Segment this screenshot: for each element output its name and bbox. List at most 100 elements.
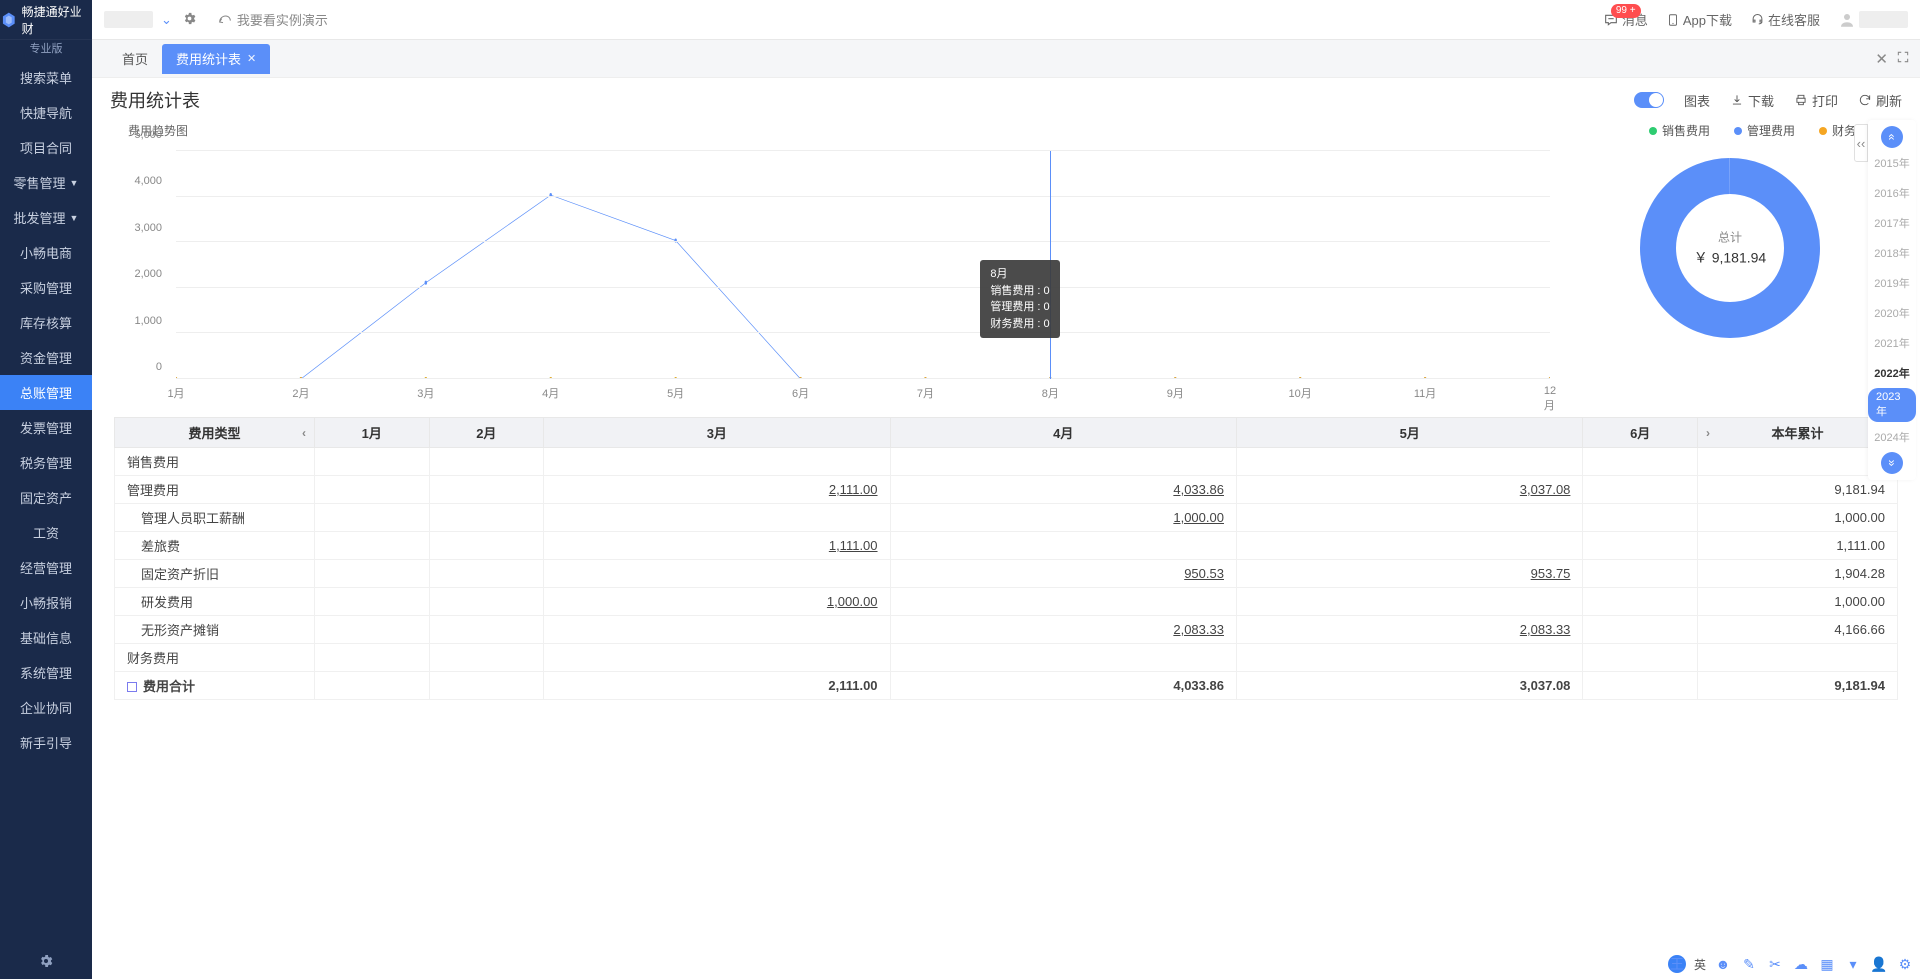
tray-edit-icon[interactable]: ✎	[1740, 955, 1758, 973]
sidebar-item[interactable]: 项目合同	[0, 130, 92, 165]
sidebar-item[interactable]: 经营管理	[0, 550, 92, 585]
table-row: 固定资产折旧950.53953.751,904.28	[115, 560, 1898, 588]
user-menu[interactable]: xx	[1838, 11, 1908, 29]
year-item[interactable]: 2018年	[1874, 238, 1909, 268]
expense-row-label: 财务费用	[115, 644, 315, 672]
year-item[interactable]: 2022年	[1874, 358, 1909, 388]
print-button[interactable]: 打印	[1794, 91, 1838, 110]
sidebar-item[interactable]: 新手引导	[0, 725, 92, 760]
expense-cell[interactable]: 2,083.33	[1236, 616, 1582, 644]
expense-row-label: 管理人员职工薪酬	[115, 504, 315, 532]
expense-cell[interactable]: 3,037.08	[1236, 476, 1582, 504]
tray-scissors-icon[interactable]: ✂	[1766, 955, 1784, 973]
sidebar-item[interactable]: 零售管理▼	[0, 165, 92, 200]
sidebar-item[interactable]: 快捷导航	[0, 95, 92, 130]
sidebar-item[interactable]: 总账管理	[0, 375, 92, 410]
sidebar-item[interactable]: 发票管理	[0, 410, 92, 445]
tab-expense-report[interactable]: 费用统计表 ✕	[162, 44, 270, 74]
sidebar-item[interactable]: 固定资产	[0, 480, 92, 515]
tray-person-icon[interactable]: 👤	[1870, 955, 1888, 973]
sidebar-item[interactable]: 企业协同	[0, 690, 92, 725]
expense-cell	[1583, 476, 1698, 504]
close-all-tabs[interactable]: ✕	[1875, 50, 1888, 68]
expense-cell	[1236, 504, 1582, 532]
sidebar-item[interactable]: 小畅电商	[0, 235, 92, 270]
expense-cell	[1698, 644, 1898, 672]
legend-item[interactable]: 销售费用	[1649, 122, 1710, 139]
tab-close-icon[interactable]: ✕	[247, 52, 256, 65]
download-button[interactable]: 下载	[1730, 91, 1774, 110]
tray-cloud-icon[interactable]: ☁	[1792, 955, 1810, 973]
expense-cell[interactable]: 4,033.86	[890, 476, 1236, 504]
expense-cell	[890, 644, 1236, 672]
year-item[interactable]: 2020年	[1874, 298, 1909, 328]
expense-cell	[429, 448, 544, 476]
table-row: 差旅费1,111.001,111.00	[115, 532, 1898, 560]
settings-icon[interactable]	[182, 11, 197, 29]
expense-cell[interactable]: 2,111.00	[544, 476, 890, 504]
expense-cell	[429, 644, 544, 672]
refresh-button[interactable]: 刷新	[1858, 91, 1902, 110]
org-selector[interactable]: xx ⌄	[104, 11, 172, 28]
sidebar-item[interactable]: 税务管理	[0, 445, 92, 480]
expense-cell[interactable]: 2,083.33	[890, 616, 1236, 644]
sidebar-item[interactable]: 基础信息	[0, 620, 92, 655]
tab-home[interactable]: 首页	[108, 44, 162, 74]
line-chart[interactable]: 01,0002,0003,0004,0005,000 8月销售费用 : 0管理费…	[128, 147, 1560, 407]
sidebar-item[interactable]: 资金管理	[0, 340, 92, 375]
sidebar-nav: 搜索菜单快捷导航项目合同零售管理▼批发管理▼小畅电商采购管理库存核算资金管理总账…	[0, 60, 92, 943]
tab-home-label: 首页	[122, 49, 148, 68]
expense-cell[interactable]: 1,000.00	[890, 504, 1236, 532]
sidebar-item[interactable]: 工资	[0, 515, 92, 550]
sidebar-settings[interactable]	[0, 943, 92, 979]
year-item[interactable]: 2015年	[1874, 148, 1909, 178]
legend-item[interactable]: 管理费用	[1734, 122, 1795, 139]
sidebar-item[interactable]: 搜索菜单	[0, 60, 92, 95]
tray-wang-icon[interactable]: 王	[1668, 955, 1686, 973]
line-chart-title: 费用趋势图	[128, 122, 1560, 139]
chevron-down-icon: ⌄	[161, 12, 172, 28]
customer-service-button[interactable]: 在线客服	[1750, 10, 1820, 29]
tray-smile-icon[interactable]: ☻	[1714, 955, 1732, 973]
year-item[interactable]: 2021年	[1874, 328, 1909, 358]
table-row: 研发费用1,000.001,000.00	[115, 588, 1898, 616]
chart-toggle[interactable]	[1634, 92, 1664, 108]
messages-button[interactable]: 99 + 消息	[1603, 10, 1648, 29]
sidebar-item[interactable]: 库存核算	[0, 305, 92, 340]
year-item[interactable]: 2024年	[1874, 422, 1909, 452]
expense-row-label: 差旅费	[115, 532, 315, 560]
tray-grid-icon[interactable]: ▦	[1818, 955, 1836, 973]
total-cell: 3,037.08	[1236, 672, 1582, 700]
expense-cell	[1583, 532, 1698, 560]
demo-link[interactable]: 我要看实例演示	[217, 10, 328, 29]
sidebar-item[interactable]: 采购管理	[0, 270, 92, 305]
year-item[interactable]: 2016年	[1874, 178, 1909, 208]
sidebar-item[interactable]: 系统管理	[0, 655, 92, 690]
year-item[interactable]: 2019年	[1874, 268, 1909, 298]
year-item[interactable]: 2017年	[1874, 208, 1909, 238]
expense-cell	[544, 504, 890, 532]
expense-cell: 1,000.00	[1698, 588, 1898, 616]
tray-down-icon[interactable]: ▾	[1844, 955, 1862, 973]
sidebar-item[interactable]: 批发管理▼	[0, 200, 92, 235]
expense-cell[interactable]: 950.53	[890, 560, 1236, 588]
table-zone: 费用类型‹1月2月3月4月5月6月›本年累计销售费用管理费用2,111.004,…	[92, 417, 1920, 720]
year-item[interactable]: 2023年	[1868, 388, 1916, 422]
page-title: 费用统计表	[110, 87, 200, 113]
tray-gear-icon[interactable]: ⚙	[1896, 955, 1914, 973]
year-rail-collapse[interactable]: ‹‹	[1854, 124, 1868, 162]
year-scroll-down[interactable]: »	[1881, 452, 1903, 474]
expense-cell[interactable]: 953.75	[1236, 560, 1582, 588]
chart-toggle-label: 图表	[1684, 91, 1710, 110]
sidebar: 畅捷通好业财 专业版 搜索菜单快捷导航项目合同零售管理▼批发管理▼小畅电商采购管…	[0, 0, 92, 979]
expense-cell	[315, 644, 430, 672]
fullscreen-icon[interactable]	[1896, 50, 1910, 67]
expense-cell[interactable]: 1,000.00	[544, 588, 890, 616]
expense-cell[interactable]: 1,111.00	[544, 532, 890, 560]
app-download-button[interactable]: App下载	[1666, 10, 1732, 29]
table-total-row: 费用合计2,111.004,033.863,037.089,181.94	[115, 672, 1898, 700]
year-scroll-up[interactable]: «	[1881, 126, 1903, 148]
x-axis-label: 3月	[417, 385, 434, 401]
ime-indicator[interactable]: 英	[1694, 956, 1706, 973]
sidebar-item[interactable]: 小畅报销	[0, 585, 92, 620]
